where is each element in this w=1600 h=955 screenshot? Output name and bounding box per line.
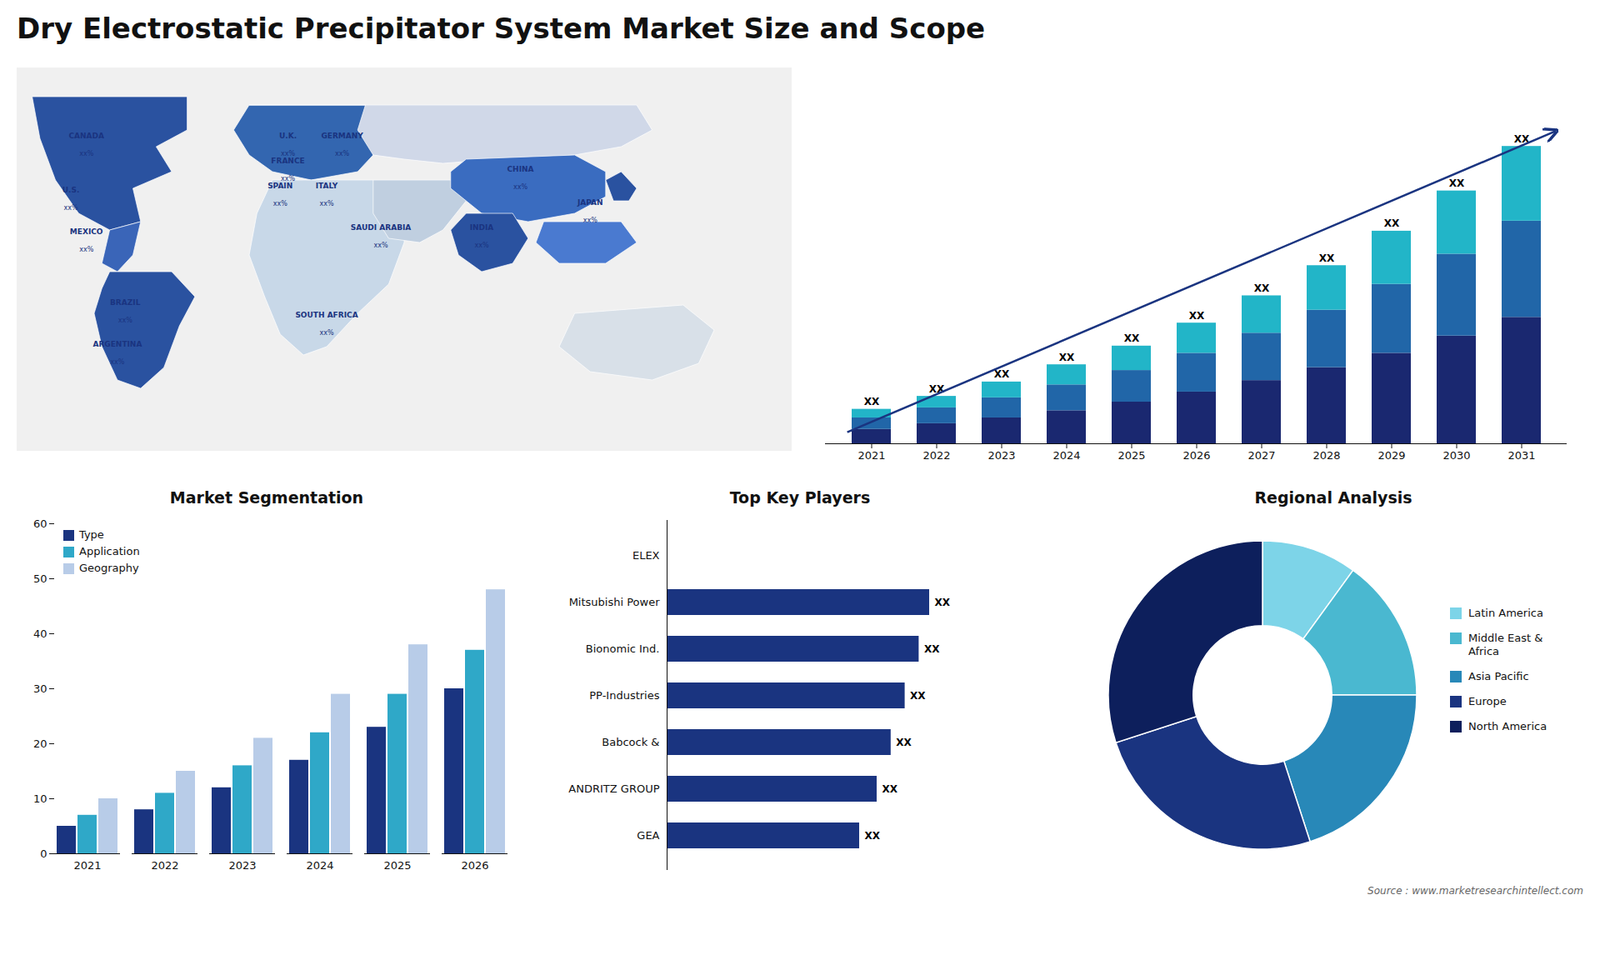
svg-text:SOUTH AFRICA: SOUTH AFRICA [295,310,358,320]
svg-text:2022: 2022 [150,859,179,872]
svg-text:U.K.: U.K. [279,131,297,140]
svg-text:0: 0 [40,847,47,860]
svg-text:XX: XX [994,368,1010,380]
html-text:Regional Analysis: Regional Analysis [1254,488,1413,507]
svg-text:xx%: xx% [319,329,334,337]
svg-text:XX: XX [1254,282,1270,295]
svg-text:2028: 2028 [1312,449,1340,462]
svg-text:GERMANY: GERMANY [320,131,364,140]
svg-text:xx%: xx% [319,200,334,208]
svg-text:xx%: xx% [474,241,489,250]
svg-text:XX: XX [864,395,880,408]
svg-text:xx%: xx% [273,200,288,208]
svg-text:xx%: xx% [79,245,94,254]
svg-text:xx%: xx% [110,358,125,366]
html-text:Top Key Players: Top Key Players [729,488,871,507]
svg-text:xx%: xx% [280,175,295,183]
svg-text:2021: 2021 [857,449,885,462]
svg-text:XX: XX [1513,133,1530,145]
svg-text:2023: 2023 [987,449,1015,462]
html-text:Application: Application [79,545,140,558]
svg-text:Latin America: Latin America [1468,606,1544,620]
svg-text:xx%: xx% [583,216,598,225]
svg-text:SPAIN: SPAIN [267,181,293,190]
html-text:Market Segmentation: Market Segmentation [169,488,364,507]
svg-text:2025: 2025 [1117,449,1145,462]
svg-text:MEXICO: MEXICO [70,227,104,236]
svg-text:2024: 2024 [1052,449,1080,462]
svg-text:Mitsubishi Power: Mitsubishi Power [569,595,661,609]
svg-text:60: 60 [33,517,48,530]
svg-text:XX: XX [895,736,912,749]
svg-text:xx%: xx% [118,316,133,325]
html-text:Dry Electrostatic Precipitator: Dry Electrostatic Precipitator System Ma… [16,11,986,45]
svg-text:xx%: xx% [79,150,94,158]
svg-text:2030: 2030 [1442,449,1470,462]
svg-text:XX: XX [1319,252,1335,265]
svg-text:XX: XX [935,596,951,609]
svg-text:2021: 2021 [73,859,101,872]
svg-text:XX: XX [910,690,926,702]
svg-text:ITALY: ITALY [315,181,339,190]
svg-text:XX: XX [1449,177,1465,190]
svg-text:XX: XX [1124,332,1140,345]
svg-text:2022: 2022 [922,449,950,462]
svg-text:ANDRITZ GROUP: ANDRITZ GROUP [568,782,660,795]
svg-text:Middle East &Africa: Middle East &Africa [1468,631,1543,658]
html-text:Type: Type [79,528,105,541]
svg-text:xx%: xx% [335,150,350,158]
svg-text:XX: XX [882,783,899,795]
svg-text:2026: 2026 [1182,449,1210,462]
svg-text:10: 10 [33,792,48,805]
svg-text:20: 20 [33,737,48,750]
svg-text:XX: XX [1384,217,1400,230]
html-text:Geography: Geography [79,561,139,575]
svg-text:2031: 2031 [1507,449,1535,462]
svg-text:XX: XX [865,830,881,842]
svg-text:2027: 2027 [1247,449,1275,462]
svg-text:PP-Industries: PP-Industries [589,689,660,702]
svg-text:INDIA: INDIA [470,223,495,232]
svg-text:FRANCE: FRANCE [270,156,305,165]
svg-text:SAUDI ARABIA: SAUDI ARABIA [350,223,412,232]
svg-text:xx%: xx% [280,150,295,158]
svg-text:2025: 2025 [383,859,411,872]
svg-text:Bionomic Ind.: Bionomic Ind. [585,642,660,655]
svg-text:2029: 2029 [1377,449,1405,462]
svg-text:xx%: xx% [374,241,389,250]
svg-text:30: 30 [33,682,48,695]
svg-text:2024: 2024 [305,859,334,872]
svg-text:BRAZIL: BRAZIL [110,298,141,307]
svg-text:CANADA: CANADA [68,131,105,140]
svg-text:XX: XX [924,643,940,655]
svg-text:GEA: GEA [636,829,660,842]
svg-text:ARGENTINA: ARGENTINA [92,340,142,349]
svg-text:xx%: xx% [513,183,528,191]
svg-text:Europe: Europe [1468,695,1507,708]
svg-text:40: 40 [33,627,48,640]
svg-text:50: 50 [33,572,48,585]
svg-text:ELEX: ELEX [632,549,660,562]
svg-text:Babcock &: Babcock & [601,735,660,749]
svg-text:xx%: xx% [64,204,79,212]
svg-text:CHINA: CHINA [507,165,535,174]
svg-text:XX: XX [1189,310,1205,322]
svg-text:XX: XX [1059,351,1075,364]
svg-text:2026: 2026 [460,859,489,872]
html-text:Source : www.marketresearchint: Source : www.marketresearchintellect.com [1367,885,1584,897]
svg-text:2023: 2023 [228,859,256,872]
svg-text:North America: North America [1468,720,1547,733]
svg-text:XX: XX [928,383,945,395]
svg-text:Asia Pacific: Asia Pacific [1468,670,1530,683]
svg-text:U.S.: U.S. [62,185,80,195]
svg-text:JAPAN: JAPAN [576,198,604,207]
